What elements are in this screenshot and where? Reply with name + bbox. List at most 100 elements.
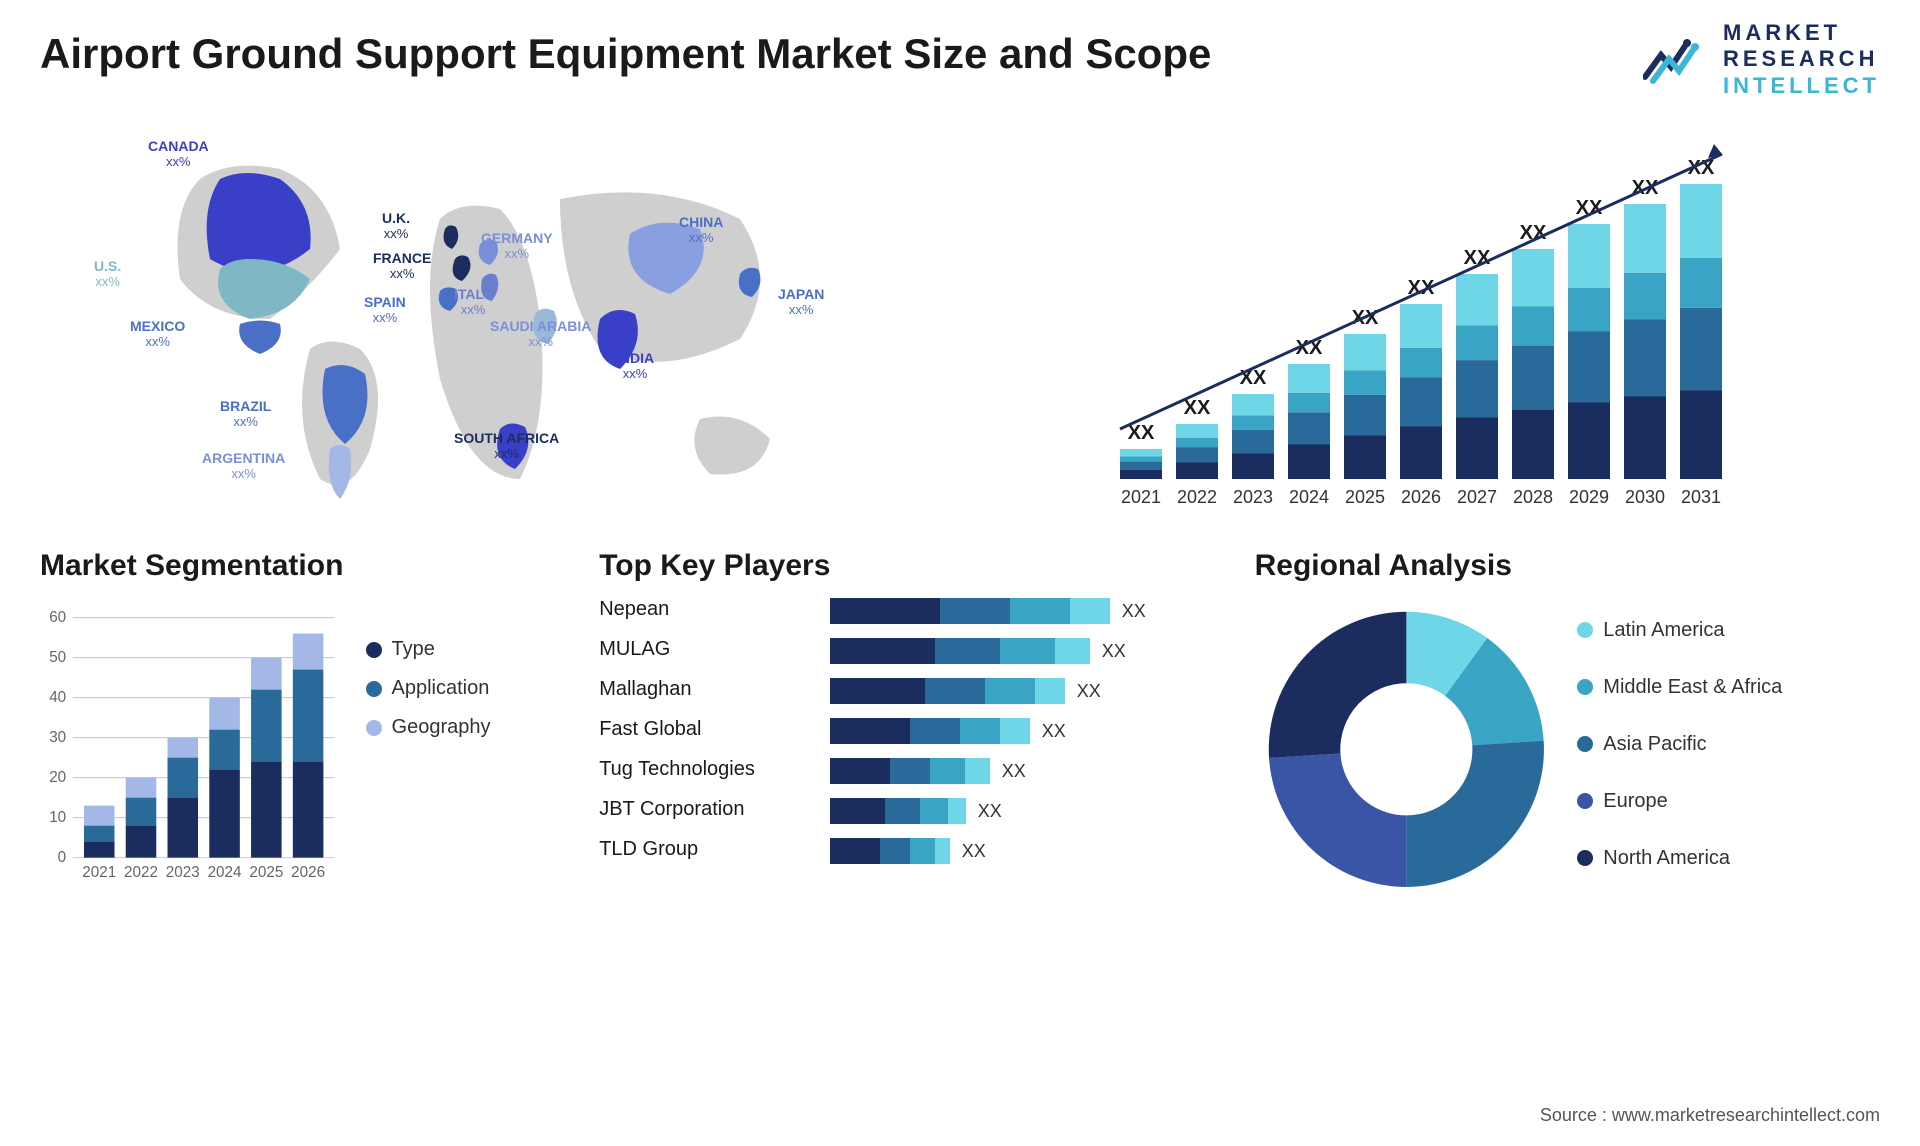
legend-item: North America bbox=[1577, 847, 1880, 870]
svg-text:XX: XX bbox=[1184, 397, 1211, 419]
player-bar-segment bbox=[830, 758, 890, 784]
map-label: ITALYxx% bbox=[454, 287, 492, 317]
player-value: XX bbox=[1122, 601, 1146, 622]
svg-text:2029: 2029 bbox=[1569, 487, 1609, 507]
svg-text:20: 20 bbox=[49, 769, 66, 786]
legend-swatch bbox=[1577, 679, 1593, 695]
player-bar-segment bbox=[965, 758, 990, 784]
player-bar-segment bbox=[948, 798, 966, 824]
main-bar-chart: XX2021XX2022XX2023XX2024XX2025XX2026XX20… bbox=[980, 119, 1880, 519]
players-panel: Top Key Players NepeanMULAGMallaghanFast… bbox=[599, 549, 1224, 899]
legend-item: Europe bbox=[1577, 790, 1880, 813]
legend-item: Asia Pacific bbox=[1577, 733, 1880, 756]
segmentation-chart: 0102030405060202120222023202420252026 bbox=[40, 598, 346, 899]
map-label: CANADAxx% bbox=[148, 139, 209, 169]
player-bar-row: XX bbox=[830, 758, 1225, 784]
player-bar-segment bbox=[1000, 638, 1055, 664]
map-label: BRAZILxx% bbox=[220, 399, 271, 429]
legend-item: Middle East & Africa bbox=[1577, 676, 1880, 699]
player-bar-row: XX bbox=[830, 718, 1225, 744]
player-name: Fast Global bbox=[599, 718, 810, 744]
map-label: ARGENTINAxx% bbox=[202, 451, 285, 481]
player-bar-segment bbox=[890, 758, 930, 784]
map-label: GERMANYxx% bbox=[481, 231, 553, 261]
legend-label: Type bbox=[392, 638, 435, 661]
svg-text:2027: 2027 bbox=[1457, 487, 1497, 507]
player-bar-row: XX bbox=[830, 798, 1225, 824]
segmentation-title: Market Segmentation bbox=[40, 549, 569, 583]
svg-text:XX: XX bbox=[1128, 422, 1155, 444]
player-bar-segment bbox=[1055, 638, 1090, 664]
player-bar-row: XX bbox=[830, 838, 1225, 864]
legend-label: North America bbox=[1603, 847, 1730, 870]
player-bar-row: XX bbox=[830, 678, 1225, 704]
legend-label: Latin America bbox=[1603, 619, 1724, 642]
svg-text:2031: 2031 bbox=[1681, 487, 1721, 507]
legend-label: Application bbox=[392, 677, 490, 700]
player-bar bbox=[830, 758, 990, 784]
svg-text:2023: 2023 bbox=[166, 864, 200, 881]
brand-logo: MARKET RESEARCH INTELLECT bbox=[1643, 20, 1880, 99]
player-name: Mallaghan bbox=[599, 678, 810, 704]
player-bar-segment bbox=[880, 838, 910, 864]
map-label: FRANCExx% bbox=[373, 251, 431, 281]
legend-item: Geography bbox=[366, 716, 570, 739]
legend-item: Application bbox=[366, 677, 570, 700]
player-bar-segment bbox=[885, 798, 920, 824]
player-bar bbox=[830, 838, 950, 864]
player-bar-segment bbox=[830, 718, 910, 744]
svg-text:2023: 2023 bbox=[1233, 487, 1273, 507]
svg-text:60: 60 bbox=[49, 609, 66, 626]
svg-text:50: 50 bbox=[49, 649, 66, 666]
player-value: XX bbox=[1002, 761, 1026, 782]
player-value: XX bbox=[1077, 681, 1101, 702]
map-label: U.S.xx% bbox=[94, 259, 121, 289]
player-bar-segment bbox=[830, 598, 940, 624]
legend-label: Asia Pacific bbox=[1603, 733, 1706, 756]
svg-text:XX: XX bbox=[1240, 367, 1267, 389]
player-bar-segment bbox=[930, 758, 965, 784]
legend-swatch bbox=[366, 642, 382, 658]
player-name: Nepean bbox=[599, 598, 810, 624]
map-label: CHINAxx% bbox=[679, 215, 723, 245]
svg-text:2025: 2025 bbox=[249, 864, 283, 881]
player-bar-segment bbox=[925, 678, 985, 704]
logo-line1: MARKET bbox=[1723, 20, 1880, 46]
player-bar-segment bbox=[1035, 678, 1065, 704]
player-value: XX bbox=[978, 801, 1002, 822]
player-bar-segment bbox=[830, 678, 925, 704]
svg-text:30: 30 bbox=[49, 729, 66, 746]
player-name: Tug Technologies bbox=[599, 758, 810, 784]
world-map: CANADAxx%U.S.xx%MEXICOxx%BRAZILxx%ARGENT… bbox=[40, 119, 940, 519]
player-bar bbox=[830, 798, 966, 824]
svg-text:2025: 2025 bbox=[1345, 487, 1385, 507]
player-name: TLD Group bbox=[599, 838, 810, 864]
svg-text:2022: 2022 bbox=[124, 864, 158, 881]
logo-text: MARKET RESEARCH INTELLECT bbox=[1723, 20, 1880, 99]
player-value: XX bbox=[1102, 641, 1126, 662]
player-bar bbox=[830, 718, 1030, 744]
legend-swatch bbox=[366, 681, 382, 697]
player-bar bbox=[830, 678, 1065, 704]
svg-text:2030: 2030 bbox=[1625, 487, 1665, 507]
svg-text:2021: 2021 bbox=[1121, 487, 1161, 507]
map-label: INDIAxx% bbox=[616, 351, 654, 381]
map-label: SAUDI ARABIAxx% bbox=[490, 319, 591, 349]
legend-label: Europe bbox=[1603, 790, 1668, 813]
map-label: U.K.xx% bbox=[382, 211, 410, 241]
svg-text:2024: 2024 bbox=[208, 864, 242, 881]
player-bar-segment bbox=[1010, 598, 1070, 624]
player-bar-segment bbox=[985, 678, 1035, 704]
svg-text:0: 0 bbox=[58, 849, 66, 866]
player-bar-segment bbox=[935, 638, 1000, 664]
svg-text:2028: 2028 bbox=[1513, 487, 1553, 507]
legend-swatch bbox=[366, 720, 382, 736]
player-value: XX bbox=[1042, 721, 1066, 742]
svg-text:2022: 2022 bbox=[1177, 487, 1217, 507]
svg-text:2021: 2021 bbox=[82, 864, 116, 881]
bottom-row: Market Segmentation 01020304050602021202… bbox=[40, 549, 1880, 899]
player-bar-segment bbox=[830, 638, 935, 664]
legend-swatch bbox=[1577, 736, 1593, 752]
players-title: Top Key Players bbox=[599, 549, 1224, 583]
players-names: NepeanMULAGMallaghanFast GlobalTug Techn… bbox=[599, 598, 810, 864]
